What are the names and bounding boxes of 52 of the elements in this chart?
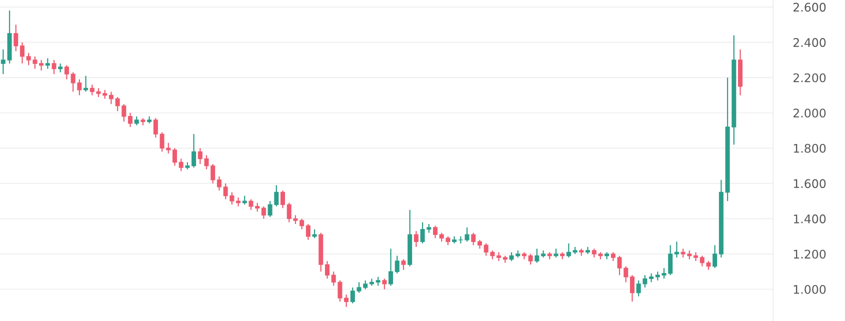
candlestick [496, 252, 502, 262]
candlestick [471, 232, 476, 246]
candlestick [280, 190, 286, 209]
candlestick [39, 59, 44, 72]
candlestick [300, 218, 304, 230]
candlestick [108, 91, 114, 105]
candlestick [433, 225, 438, 239]
candlestick [153, 118, 158, 138]
candlestick [324, 260, 330, 280]
y-tick-label: 2.200 [793, 73, 826, 82]
candlestick [674, 241, 679, 258]
candlestick [20, 42, 24, 64]
candlestick [178, 158, 184, 172]
y-tick-label: 1.000 [794, 284, 826, 294]
candlestick [64, 64, 69, 80]
candlestick [192, 133, 196, 168]
candlestick [528, 253, 533, 266]
candlestick [382, 278, 387, 290]
candlestick [14, 24, 18, 52]
candlestick [52, 59, 56, 75]
candlestick [306, 223, 310, 240]
candlestick [712, 244, 718, 269]
candlestick [350, 286, 355, 304]
candlestick [128, 112, 133, 128]
candlestick [0, 48, 6, 75]
y-tick-label: 1.600 [794, 179, 826, 188]
candlestick [388, 248, 394, 286]
candlestick [172, 148, 177, 166]
candlestick [45, 58, 50, 70]
candlestick [344, 294, 349, 308]
candlestick [394, 255, 400, 274]
y-tick-label: 2.600 [793, 2, 826, 12]
candlestick [464, 226, 470, 242]
y-tick-label: 1.400 [794, 214, 826, 224]
candlestick [534, 248, 540, 264]
candlestick [630, 274, 634, 302]
y-tick-label: 2.000 [793, 108, 826, 118]
y-tick-label: 1.200 [794, 250, 826, 259]
candlestick [248, 198, 254, 210]
y-tick-label: 1.800 [794, 144, 826, 153]
candlestick [414, 230, 418, 248]
candlestick [694, 252, 698, 262]
candlestick [84, 75, 88, 92]
candlestick [522, 252, 526, 260]
candlestick [401, 258, 406, 270]
candlestick [216, 176, 222, 192]
candlestick [649, 272, 654, 283]
candlestick [236, 196, 241, 207]
candlestick [566, 242, 571, 258]
candlestick [198, 148, 202, 165]
candlestick [261, 206, 266, 220]
y-tick-label: 2.400 [793, 38, 826, 47]
